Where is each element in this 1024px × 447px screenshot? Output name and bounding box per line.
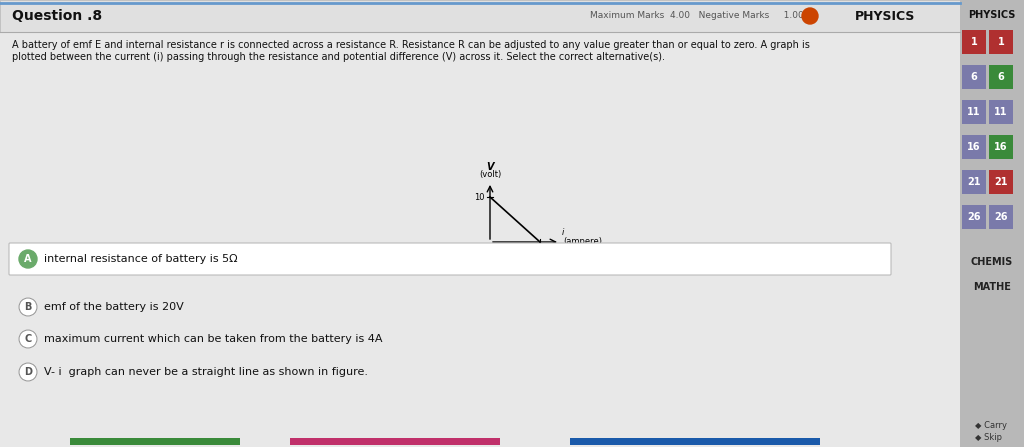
- Text: maximum current which can be taken from the battery is 4A: maximum current which can be taken from …: [44, 334, 383, 344]
- Text: 11: 11: [968, 107, 981, 117]
- Text: 26: 26: [994, 212, 1008, 222]
- FancyBboxPatch shape: [962, 100, 986, 124]
- FancyBboxPatch shape: [70, 438, 240, 445]
- Text: 26: 26: [968, 212, 981, 222]
- Text: MATHE: MATHE: [973, 282, 1011, 292]
- Text: CHEMIS: CHEMIS: [971, 257, 1013, 267]
- Text: V- i  graph can never be a straight line as shown in figure.: V- i graph can never be a straight line …: [44, 367, 368, 377]
- Text: A: A: [25, 254, 32, 264]
- Text: Maximum Marks  4.00   Negative Marks     1.00: Maximum Marks 4.00 Negative Marks 1.00: [590, 12, 804, 21]
- FancyBboxPatch shape: [989, 170, 1013, 194]
- FancyBboxPatch shape: [0, 0, 961, 32]
- Text: i: i: [562, 228, 564, 237]
- Text: 1: 1: [997, 37, 1005, 47]
- Text: V: V: [486, 162, 494, 172]
- Text: 21: 21: [968, 177, 981, 187]
- Text: C: C: [25, 334, 32, 344]
- FancyBboxPatch shape: [989, 135, 1013, 159]
- Text: 16: 16: [968, 142, 981, 152]
- FancyBboxPatch shape: [290, 438, 500, 445]
- FancyBboxPatch shape: [9, 243, 891, 275]
- Circle shape: [19, 363, 37, 381]
- FancyBboxPatch shape: [962, 170, 986, 194]
- Text: (volt): (volt): [479, 170, 501, 179]
- Text: B: B: [25, 302, 32, 312]
- FancyBboxPatch shape: [989, 30, 1013, 54]
- FancyBboxPatch shape: [570, 438, 820, 445]
- Text: 2: 2: [538, 247, 543, 256]
- Text: Question .8: Question .8: [12, 9, 102, 23]
- Text: ◆ Carry: ◆ Carry: [975, 421, 1007, 430]
- FancyBboxPatch shape: [962, 30, 986, 54]
- Text: 6: 6: [971, 72, 977, 82]
- FancyBboxPatch shape: [962, 65, 986, 89]
- Text: 11: 11: [994, 107, 1008, 117]
- Text: A battery of emf E and internal resistance r is connected across a resistance R.: A battery of emf E and internal resistan…: [12, 40, 810, 50]
- FancyBboxPatch shape: [989, 100, 1013, 124]
- Text: PHYSICS: PHYSICS: [969, 10, 1016, 20]
- Text: plotted between the current (i) passing through the resistance and potential dif: plotted between the current (i) passing …: [12, 52, 665, 62]
- Circle shape: [19, 330, 37, 348]
- Text: ◆ Skip: ◆ Skip: [975, 433, 1002, 442]
- Text: 6: 6: [997, 72, 1005, 82]
- FancyBboxPatch shape: [961, 0, 1024, 447]
- Text: emf of the battery is 20V: emf of the battery is 20V: [44, 302, 183, 312]
- Text: 1: 1: [971, 37, 977, 47]
- Text: 16: 16: [994, 142, 1008, 152]
- Circle shape: [19, 298, 37, 316]
- Text: D: D: [24, 367, 32, 377]
- Circle shape: [802, 8, 818, 24]
- FancyBboxPatch shape: [962, 135, 986, 159]
- Text: PHYSICS: PHYSICS: [855, 9, 915, 22]
- Text: internal resistance of battery is 5Ω: internal resistance of battery is 5Ω: [44, 254, 238, 264]
- FancyBboxPatch shape: [989, 65, 1013, 89]
- FancyBboxPatch shape: [0, 32, 961, 447]
- Text: 21: 21: [994, 177, 1008, 187]
- Text: (ampere): (ampere): [563, 237, 602, 246]
- FancyBboxPatch shape: [989, 205, 1013, 229]
- Circle shape: [19, 250, 37, 268]
- FancyBboxPatch shape: [962, 205, 986, 229]
- Text: 10: 10: [474, 193, 485, 202]
